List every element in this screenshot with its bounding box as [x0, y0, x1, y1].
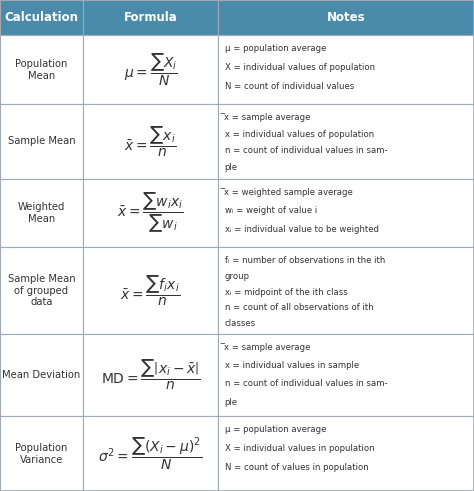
Bar [218, 334, 474, 416]
Bar [0, 179, 83, 247]
Text: μ = population average: μ = population average [225, 44, 326, 53]
Text: ̅x = weighted sample average: ̅x = weighted sample average [225, 188, 354, 196]
Bar [83, 247, 218, 334]
Bar [0, 416, 83, 491]
Text: x = individual values in sample: x = individual values in sample [225, 361, 359, 370]
Bar [83, 0, 218, 35]
Bar [218, 104, 474, 179]
Text: n = count of individual values in sam-: n = count of individual values in sam- [225, 379, 387, 388]
Bar [218, 179, 474, 247]
Text: Calculation: Calculation [4, 11, 79, 24]
Text: wᵢ = weight of value i: wᵢ = weight of value i [225, 206, 317, 215]
Text: ̅x = sample average: ̅x = sample average [225, 113, 311, 122]
Text: $\bar{x} = \dfrac{\sum f_i x_i}{n}$: $\bar{x} = \dfrac{\sum f_i x_i}{n}$ [120, 273, 181, 308]
Text: Mean Deviation: Mean Deviation [2, 370, 81, 380]
Text: μ = population average: μ = population average [225, 425, 326, 434]
Text: xᵢ = midpoint of the ith class: xᵢ = midpoint of the ith class [225, 288, 347, 297]
Bar [0, 0, 83, 35]
Bar [83, 179, 218, 247]
Text: Sample Mean: Sample Mean [8, 136, 75, 146]
Text: Weighted
Mean: Weighted Mean [18, 202, 65, 224]
Text: $\bar{x} = \dfrac{\sum w_i x_i}{\sum w_i}$: $\bar{x} = \dfrac{\sum w_i x_i}{\sum w_i… [117, 191, 184, 235]
Bar [0, 35, 83, 104]
Text: ple: ple [225, 163, 237, 172]
Text: classes: classes [225, 319, 256, 328]
Text: Formula: Formula [124, 11, 177, 24]
Text: X = individual values in population: X = individual values in population [225, 444, 374, 453]
Text: fᵢ = number of observations in the ith: fᵢ = number of observations in the ith [225, 256, 385, 265]
Bar [0, 104, 83, 179]
Text: $\sigma^2 = \dfrac{\sum (X_i - \mu)^2}{N}$: $\sigma^2 = \dfrac{\sum (X_i - \mu)^2}{N… [98, 436, 203, 472]
Text: x = individual values of population: x = individual values of population [225, 130, 374, 138]
Bar [218, 247, 474, 334]
Text: n = count of all observations of ith: n = count of all observations of ith [225, 303, 374, 312]
Text: n = count of individual values in sam-: n = count of individual values in sam- [225, 146, 387, 155]
Text: Notes: Notes [327, 11, 365, 24]
Bar [218, 35, 474, 104]
Text: $\mathrm{MD} = \dfrac{\sum \left| x_i - \bar{x} \right|}{n}$: $\mathrm{MD} = \dfrac{\sum \left| x_i - … [100, 358, 201, 392]
Text: group: group [225, 272, 250, 281]
Text: Population
Mean: Population Mean [15, 59, 68, 81]
Bar [83, 35, 218, 104]
Text: N = count of individual values: N = count of individual values [225, 82, 354, 90]
Bar [0, 247, 83, 334]
Bar [83, 334, 218, 416]
Bar [83, 416, 218, 491]
Text: $\bar{x} = \dfrac{\sum x_i}{n}$: $\bar{x} = \dfrac{\sum x_i}{n}$ [125, 124, 176, 159]
Text: Population
Variance: Population Variance [15, 443, 68, 464]
Bar [83, 104, 218, 179]
Text: ̅x = sample average: ̅x = sample average [225, 343, 311, 352]
Bar [0, 334, 83, 416]
Text: $\mu = \dfrac{\sum X_i}{N}$: $\mu = \dfrac{\sum X_i}{N}$ [124, 52, 177, 88]
Text: X = individual values of population: X = individual values of population [225, 63, 374, 72]
Text: ple: ple [225, 398, 237, 407]
Text: N = count of values in population: N = count of values in population [225, 463, 368, 471]
Bar [218, 0, 474, 35]
Text: xᵢ = individual value to be weighted: xᵢ = individual value to be weighted [225, 225, 379, 234]
Text: Sample Mean
of grouped
data: Sample Mean of grouped data [8, 274, 75, 307]
Bar [218, 416, 474, 491]
